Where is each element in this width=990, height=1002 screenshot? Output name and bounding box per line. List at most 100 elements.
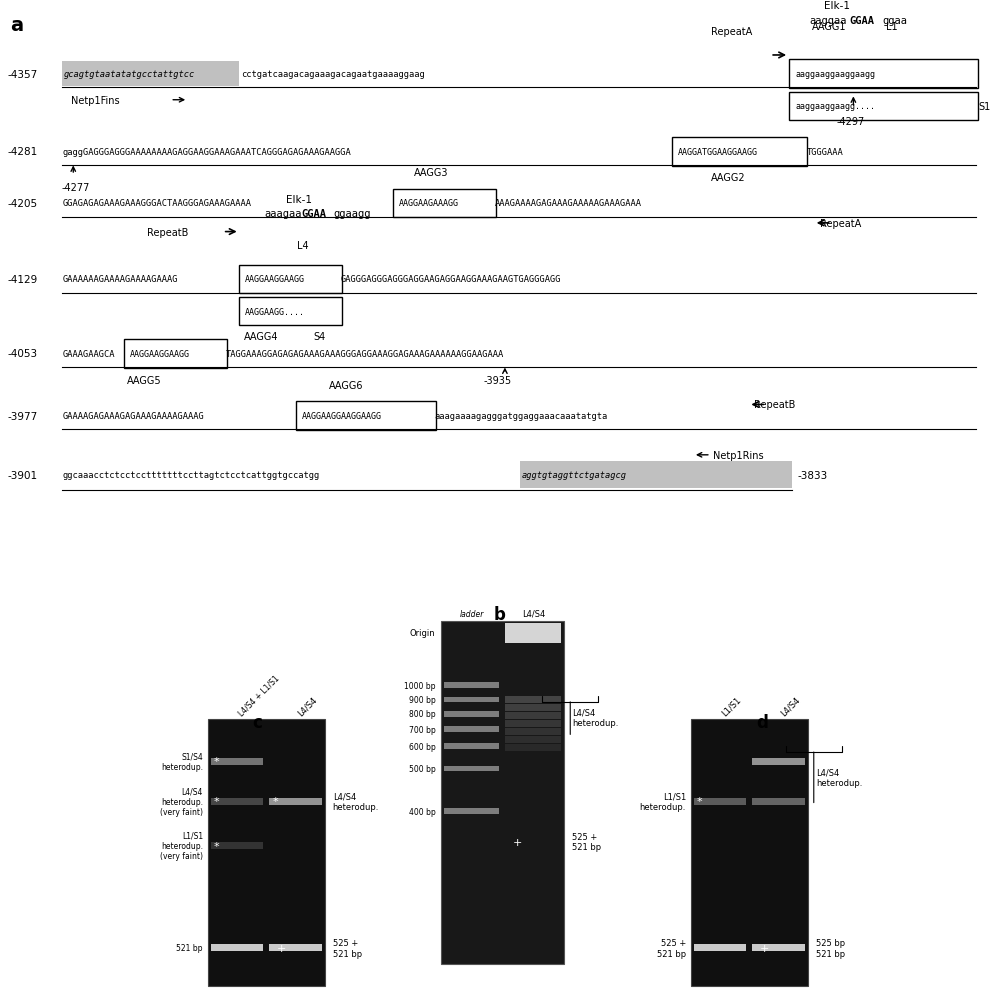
Text: 525 bp
521 bp: 525 bp 521 bp <box>816 938 844 958</box>
Text: AAGGAAGG....: AAGGAAGG.... <box>245 308 305 317</box>
Bar <box>211 944 263 952</box>
Text: *: * <box>214 797 220 807</box>
Bar <box>441 621 564 964</box>
Bar <box>520 462 792 489</box>
Text: L4: L4 <box>297 240 309 250</box>
Text: a: a <box>10 16 23 34</box>
Text: 900 bp: 900 bp <box>409 695 436 704</box>
Text: S4: S4 <box>314 332 326 342</box>
Text: AAGG5: AAGG5 <box>127 375 161 385</box>
Text: ggaa: ggaa <box>882 16 907 25</box>
Text: Elk-1: Elk-1 <box>286 195 312 205</box>
Bar <box>211 842 263 850</box>
Text: gaggGAGGGAGGGAAAAAAAAGAGGAAGGAAAGAAATCAGGGAGAGAAAGAAGGA: gaggGAGGGAGGGAAAAAAAAGAGGAAGGAAAGAAATCAG… <box>62 147 351 156</box>
Text: L4/S4: L4/S4 <box>295 694 319 717</box>
Text: GGAGAGAGAAAGAAAGGGACTAAGGGAGAAAGAAAA: GGAGAGAGAAAGAAAGGGACTAAGGGAGAAAGAAAA <box>62 199 251 208</box>
Text: AAGGAAGGAAGGAAGG: AAGGAAGGAAGGAAGG <box>302 412 382 421</box>
Text: AAGGATGGAAGGAAGG: AAGGATGGAAGGAAGG <box>678 147 758 156</box>
Text: 800 bp: 800 bp <box>409 709 436 718</box>
Text: RepeatA: RepeatA <box>820 218 861 228</box>
Text: GAAAAAAGAAAAGAAAAGAAAG: GAAAAAAGAAAAGAAAAGAAAG <box>62 276 178 284</box>
Text: -3977: -3977 <box>8 411 39 421</box>
Text: +: + <box>513 837 522 847</box>
Bar <box>694 944 746 952</box>
Text: 400 bp: 400 bp <box>409 807 436 816</box>
Text: -4129: -4129 <box>8 275 39 285</box>
Text: -3901: -3901 <box>8 470 38 480</box>
Text: c: c <box>252 713 262 731</box>
Bar <box>444 726 500 732</box>
Bar <box>506 736 561 743</box>
Text: Elk-1: Elk-1 <box>824 1 849 11</box>
Bar <box>506 623 561 643</box>
Bar <box>269 798 322 806</box>
Text: Origin: Origin <box>410 629 436 637</box>
Text: L1/S1
heterodup.
(very faint): L1/S1 heterodup. (very faint) <box>160 831 203 861</box>
Text: L1: L1 <box>886 22 898 32</box>
Text: 700 bp: 700 bp <box>409 725 436 733</box>
Text: 600 bp: 600 bp <box>409 741 436 750</box>
Text: GGAA: GGAA <box>301 208 326 218</box>
Text: L4/S4 + L1/S1: L4/S4 + L1/S1 <box>238 673 281 717</box>
Text: 525 +
521 bp: 525 + 521 bp <box>572 832 601 852</box>
Text: aaggaaggaagg....: aaggaaggaagg.... <box>796 102 876 111</box>
Text: L4/S4: L4/S4 <box>778 694 802 717</box>
Text: d: d <box>756 713 768 731</box>
Text: 525 +
521 bp: 525 + 521 bp <box>333 938 361 958</box>
Text: L4/S4
heterodup.: L4/S4 heterodup. <box>816 768 862 788</box>
Bar <box>506 712 561 719</box>
Text: ggcaaacctctcctcctttttttccttagtctcctcattggtgccatgg: ggcaaacctctcctcctttttttccttagtctcctcattg… <box>62 471 320 480</box>
Text: L1/S1: L1/S1 <box>720 694 743 717</box>
Bar <box>211 798 263 806</box>
Text: cctgatcaagacagaaagacagaatgaaaaggaag: cctgatcaagacagaaagacagaatgaaaaggaag <box>242 70 426 79</box>
Bar <box>444 682 500 688</box>
Text: AAGG4: AAGG4 <box>244 332 278 342</box>
Text: aaagaa: aaagaa <box>264 208 302 218</box>
Text: GAGGGAGGGAGGGAGGAAGAGGAAGGAAAGAAGTGAGGGAGG: GAGGGAGGGAGGGAGGAAGAGGAAGGAAAGAAGTGAGGGA… <box>341 276 561 284</box>
Text: AAGGAAGGAAGG: AAGGAAGGAAGG <box>130 350 190 359</box>
Bar <box>444 766 500 772</box>
Text: L4/S4
heterodup.
(very faint): L4/S4 heterodup. (very faint) <box>160 787 203 817</box>
Bar <box>506 728 561 735</box>
Bar <box>691 719 808 986</box>
Text: AAGG2: AAGG2 <box>711 173 745 183</box>
Bar <box>444 809 500 814</box>
Text: 1000 bp: 1000 bp <box>404 681 436 689</box>
Text: *: * <box>214 841 220 851</box>
Text: aaggaa: aaggaa <box>810 16 847 25</box>
Text: 521 bp: 521 bp <box>176 944 203 952</box>
Text: b: b <box>494 605 506 623</box>
Text: Netp1Rins: Netp1Rins <box>713 450 763 460</box>
Text: AAGG1: AAGG1 <box>812 22 846 32</box>
Text: -4053: -4053 <box>8 349 38 359</box>
Bar <box>694 798 746 806</box>
Bar <box>752 758 805 766</box>
Text: -4357: -4357 <box>8 69 39 79</box>
Text: L4/S4
heterodup.: L4/S4 heterodup. <box>333 792 379 812</box>
Text: -4205: -4205 <box>8 198 38 208</box>
Text: -3833: -3833 <box>798 470 829 480</box>
Bar <box>444 697 500 702</box>
Bar <box>444 743 500 749</box>
Bar <box>506 744 561 752</box>
Text: +: + <box>809 943 818 953</box>
Bar <box>208 719 325 986</box>
Bar <box>506 704 561 711</box>
Text: *: * <box>214 757 220 767</box>
Text: gcagtgtaatatatgcctattgtcc: gcagtgtaatatatgcctattgtcc <box>63 70 195 79</box>
Text: AAGGAAGAAAGG: AAGGAAGAAAGG <box>399 199 459 208</box>
Bar <box>752 944 805 952</box>
Bar <box>444 711 500 717</box>
Bar <box>62 62 239 87</box>
Text: TGGGAAA: TGGGAAA <box>807 147 843 156</box>
Text: *: * <box>272 797 278 807</box>
Text: AAGG3: AAGG3 <box>414 167 448 177</box>
Text: AAAGAAAAGAGAAAGAAAAAGAAAGAAA: AAAGAAAAGAGAAAGAAAAAGAAAGAAA <box>495 199 642 208</box>
Text: Netp1Fins: Netp1Fins <box>71 95 120 105</box>
Bar <box>211 758 263 766</box>
Text: ggaagg: ggaagg <box>334 208 371 218</box>
Bar <box>269 944 322 952</box>
Text: 525 +
521 bp: 525 + 521 bp <box>657 938 686 958</box>
Text: AAGG6: AAGG6 <box>329 380 363 390</box>
Text: GAAAAGAGAAAGAGAAAGAAAAGAAAG: GAAAAGAGAAAGAGAAAGAAAAGAAAG <box>62 412 204 421</box>
